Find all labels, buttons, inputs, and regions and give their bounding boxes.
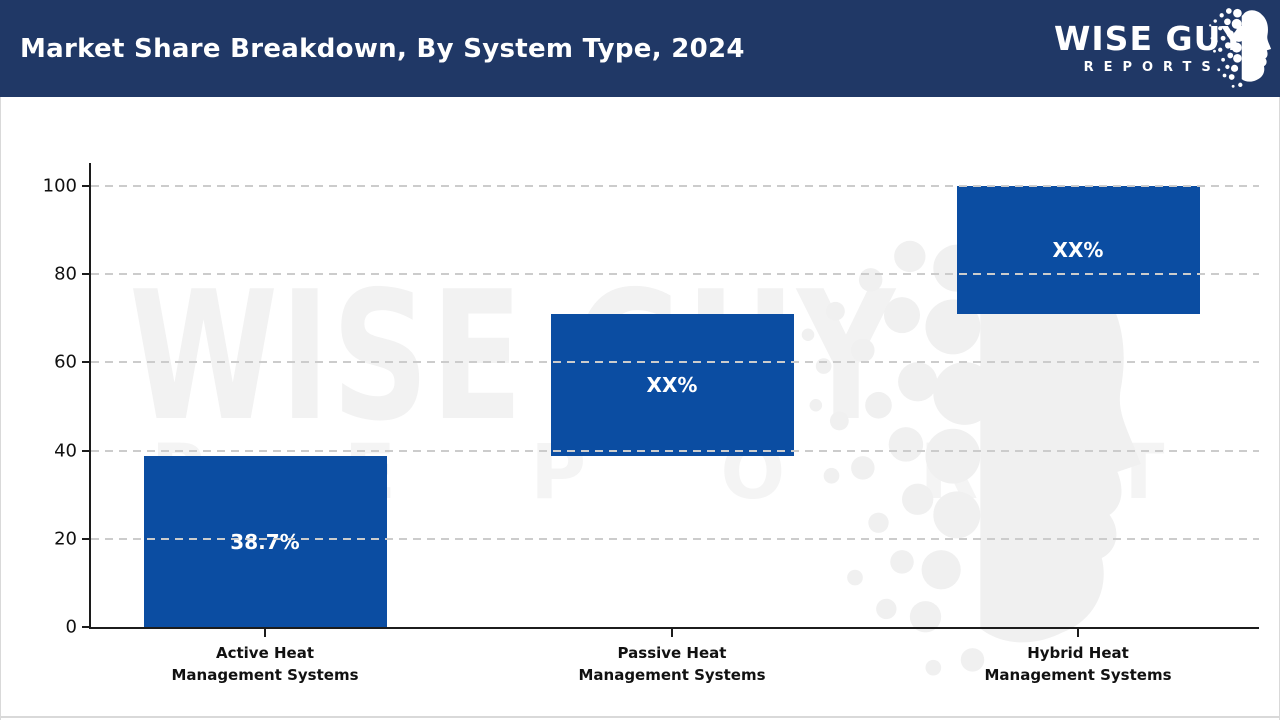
y-tick-mark	[82, 626, 89, 628]
y-tick-mark	[82, 361, 89, 364]
bar-segment: 38.7%	[143, 456, 387, 627]
gridline	[91, 273, 1259, 276]
x-category-label: Passive Heat Management Systems	[578, 644, 766, 684]
brand-logo-text: WISE GUY REPORTS	[1054, 22, 1246, 74]
bar-value-label: XX%	[646, 373, 698, 398]
header-banner: Market Share Breakdown, By System Type, …	[0, 0, 1280, 97]
y-tick-mark	[82, 185, 89, 187]
brand-name: WISE GUY	[1054, 19, 1247, 58]
bar-segment: XX%	[956, 186, 1200, 314]
bar-segment: XX%	[550, 313, 794, 457]
y-tick-label: 0	[65, 616, 77, 638]
gridline	[91, 537, 1259, 540]
x-axis-line	[89, 627, 1259, 629]
x-category-label: Hybrid Heat Management Systems	[984, 644, 1172, 684]
x-tick-mark	[1077, 629, 1079, 637]
bar-value-label: XX%	[1052, 237, 1104, 262]
brand-logo: WISE GUY REPORTS	[1024, 6, 1272, 92]
y-tick-label: 100	[42, 175, 77, 197]
gridline	[91, 185, 1259, 187]
y-tick-label: 20	[54, 528, 77, 550]
x-tick-mark	[671, 629, 673, 637]
y-tick-label: 40	[54, 440, 77, 462]
brand-subname: REPORTS	[1083, 60, 1221, 75]
y-tick-mark	[82, 537, 89, 540]
footer-divider	[0, 716, 1280, 718]
page-title: Market Share Breakdown, By System Type, …	[20, 33, 745, 64]
brand-face-icon	[1200, 6, 1272, 92]
y-tick-label: 60	[54, 351, 77, 373]
bar-value-label: 38.7%	[230, 529, 300, 554]
x-tick-mark	[264, 629, 266, 637]
y-axis-line	[89, 163, 91, 629]
y-tick-mark	[82, 449, 89, 452]
x-category-label: Active Heat Management Systems	[171, 644, 359, 684]
gridline	[91, 361, 1259, 364]
y-tick-mark	[82, 273, 89, 276]
gridline	[91, 449, 1259, 452]
y-tick-label: 80	[54, 263, 77, 285]
